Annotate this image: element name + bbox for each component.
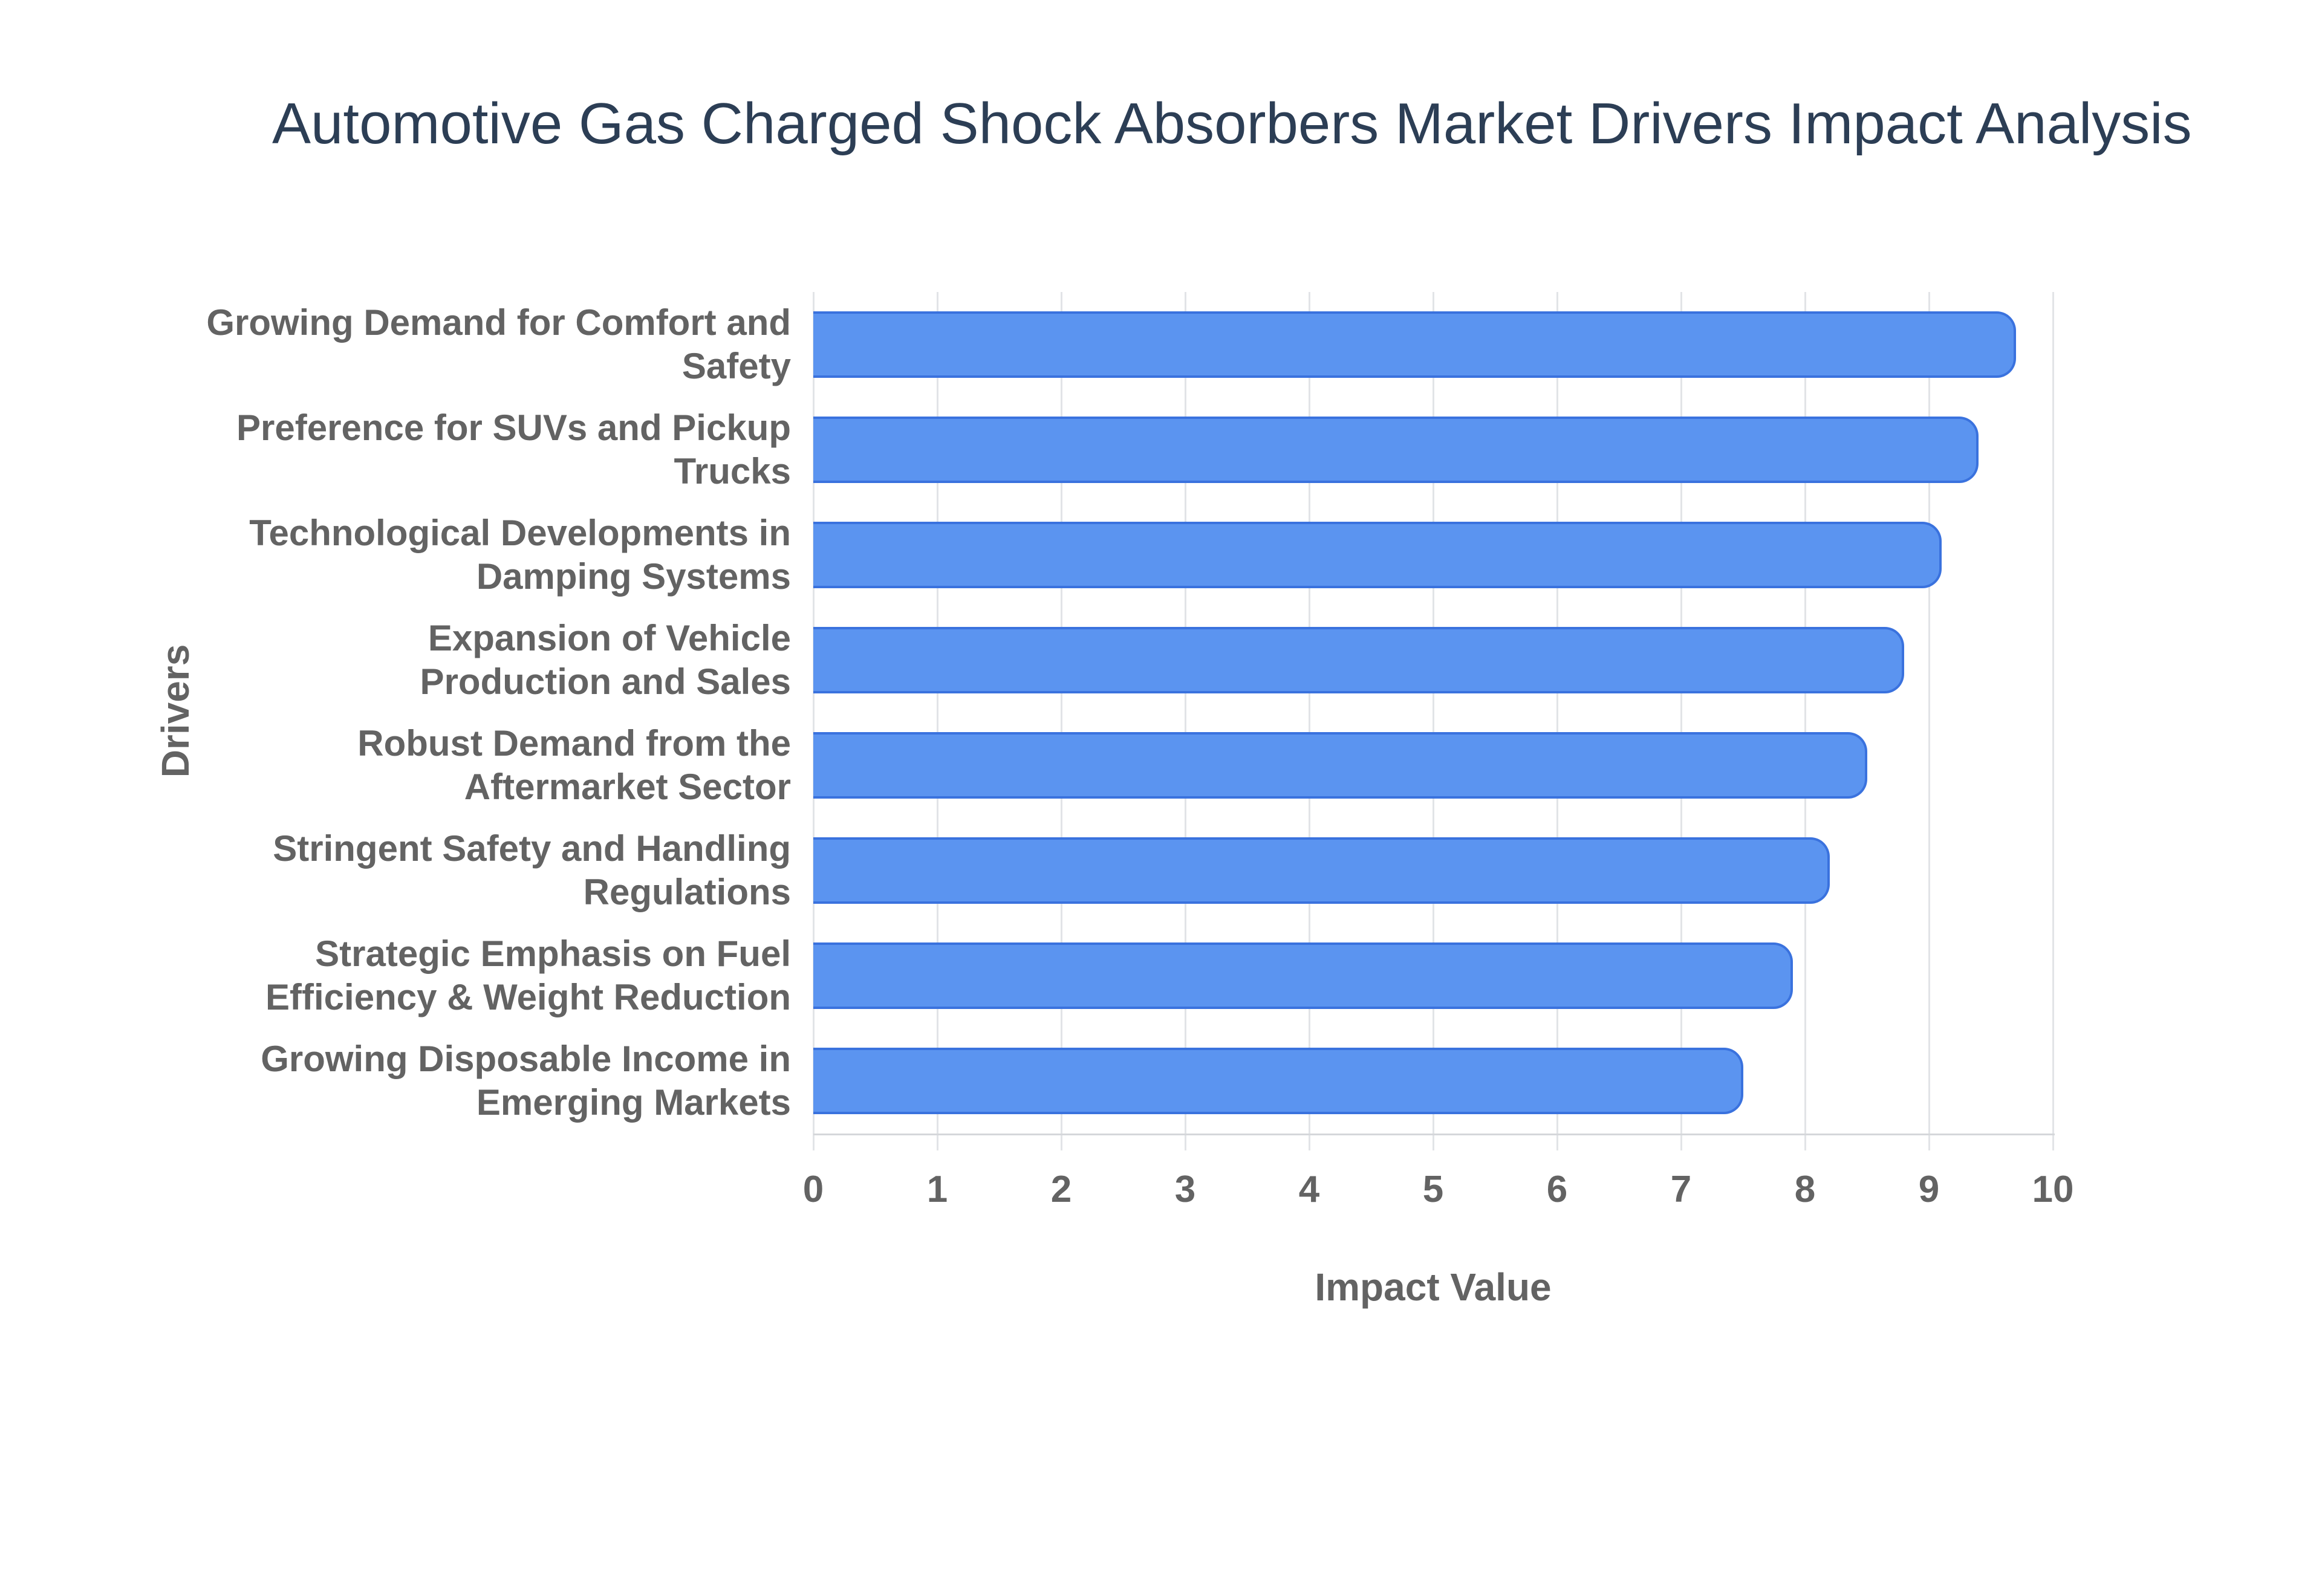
x-axis-title: Impact Value [1315,1265,1552,1309]
x-tick-label: 9 [1918,1169,1940,1210]
category-label-1: Preference for SUVs and Pickup Trucks [236,407,791,491]
gridline-x-0 [813,292,815,1150]
bar-7 [813,1048,1743,1114]
bar-6 [813,942,1793,1009]
gridline-x-1 [937,292,938,1150]
gridline-x-2 [1061,292,1062,1150]
bar-3 [813,627,1904,693]
y-axis-title: Drivers [154,644,197,778]
category-label-6: Strategic Emphasis on Fuel Efficiency & W… [265,933,791,1017]
gridline-x-7 [1680,292,1682,1150]
bar-0 [813,311,2016,378]
category-label-0: Growing Demand for Comfort and Safety [206,302,791,386]
gridline-x-9 [1928,292,1930,1150]
bar-5 [813,837,1830,904]
x-tick-label: 4 [1298,1169,1320,1210]
bar-2 [813,522,1942,588]
gridline-x-10 [2052,292,2054,1150]
x-tick-label: 7 [1670,1169,1692,1210]
category-label-7: Growing Disposable Income in Emerging Mar… [261,1039,791,1123]
category-label-5: Stringent Safety and Handling Regulations [273,828,791,912]
category-label-4: Robust Demand from the Aftermarket Sector [357,723,791,807]
gridline-x-5 [1433,292,1434,1150]
bar-1 [813,417,1979,483]
x-tick-label: 8 [1794,1169,1816,1210]
x-axis-line [813,1134,2055,1135]
gridline-x-6 [1556,292,1558,1150]
x-tick-label: 5 [1422,1169,1444,1210]
category-label-2: Technological Developments in Damping Sys… [249,513,791,597]
x-tick-label: 2 [1050,1169,1072,1210]
x-tick-label: 0 [802,1169,824,1210]
gridline-x-4 [1309,292,1310,1150]
gridline-x-3 [1185,292,1186,1150]
x-tick-label: 1 [926,1169,948,1210]
chart-title: Automotive Gas Charged Shock Absorbers M… [272,91,2192,156]
x-tick-label: 10 [2032,1169,2074,1210]
gridline-x-8 [1804,292,1806,1150]
x-tick-label: 6 [1546,1169,1568,1210]
category-label-3: Expansion of Vehicle Production and Sales [420,618,791,702]
bar-4 [813,732,1867,799]
x-tick-label: 3 [1174,1169,1196,1210]
